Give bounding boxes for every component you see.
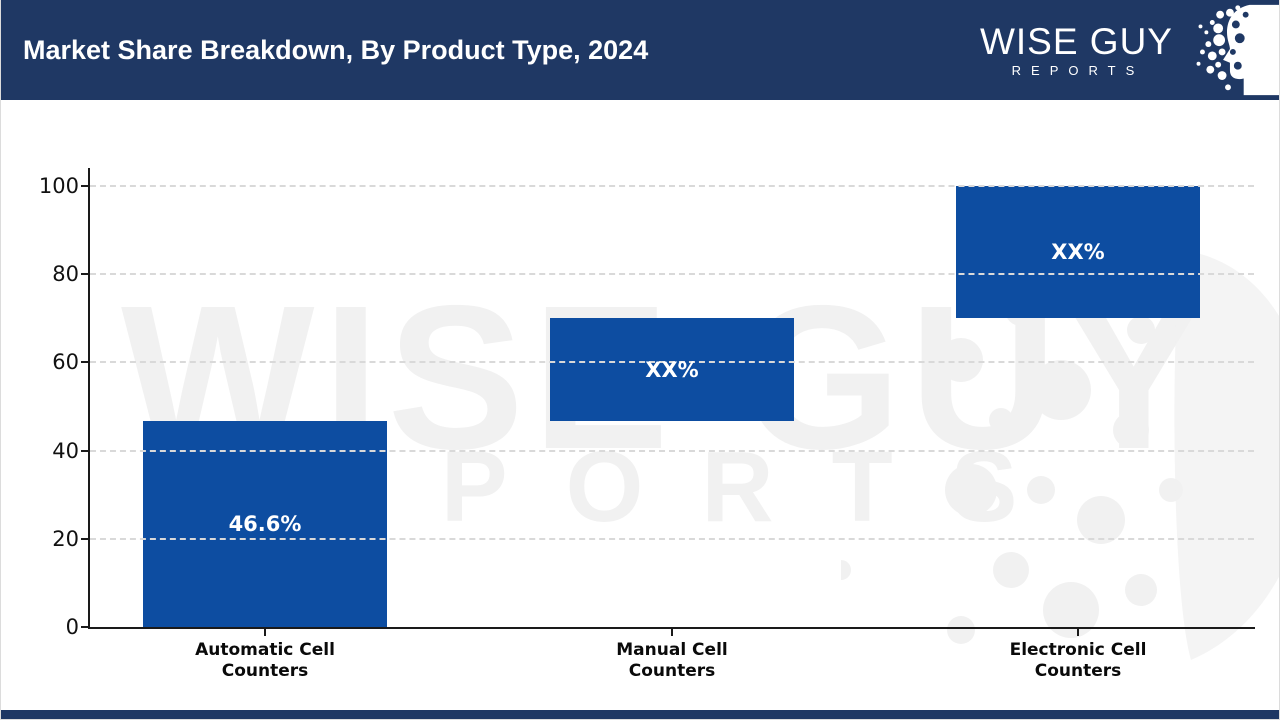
- gridline: [90, 185, 1254, 187]
- gridline: [90, 361, 1254, 364]
- y-tick-mark: [81, 537, 89, 540]
- footer-bar: [1, 710, 1279, 719]
- y-tick-mark: [81, 185, 89, 187]
- x-category-label: Electronic Cell Counters: [1009, 640, 1147, 681]
- gridline: [90, 273, 1254, 276]
- x-category-label: Manual Cell Counters: [616, 640, 728, 681]
- y-tick-mark: [81, 361, 89, 364]
- brand-logo-text: WISE GUY REPORTS: [980, 23, 1173, 77]
- bar-value-label: 46.6%: [228, 512, 302, 537]
- x-axis-line: [88, 627, 1255, 629]
- bar: [956, 186, 1200, 319]
- x-category-label: Automatic Cell Counters: [195, 640, 335, 681]
- gridline: [90, 537, 1254, 540]
- x-tick-mark: [671, 629, 673, 636]
- y-tick-mark: [81, 626, 89, 628]
- brand-name: WISE GUY: [979, 21, 1173, 62]
- page-title: Market Share Breakdown, By Product Type,…: [23, 34, 649, 65]
- y-tick-label: 60: [52, 350, 79, 375]
- y-tick-label: 40: [52, 438, 79, 463]
- header-bar: Market Share Breakdown, By Product Type,…: [1, 0, 1279, 100]
- gridline: [90, 449, 1254, 452]
- y-tick-mark: [81, 449, 89, 452]
- brand-head-icon: [1196, 4, 1279, 96]
- bar-value-label: XX%: [1051, 240, 1105, 265]
- brand-subtitle: REPORTS: [1011, 63, 1145, 78]
- bar: [143, 421, 387, 627]
- y-axis-line: [88, 168, 90, 629]
- bar-value-label: XX%: [645, 357, 699, 382]
- y-tick-label: 0: [65, 615, 79, 639]
- brand-logo: WISE GUY REPORTS: [980, 0, 1279, 100]
- y-tick-label: 80: [52, 262, 79, 287]
- y-tick-label: 100: [38, 174, 79, 198]
- bar: [550, 318, 794, 422]
- y-tick-mark: [81, 273, 89, 276]
- y-tick-label: 20: [52, 526, 79, 551]
- x-tick-mark: [264, 629, 266, 636]
- x-tick-mark: [1077, 629, 1079, 636]
